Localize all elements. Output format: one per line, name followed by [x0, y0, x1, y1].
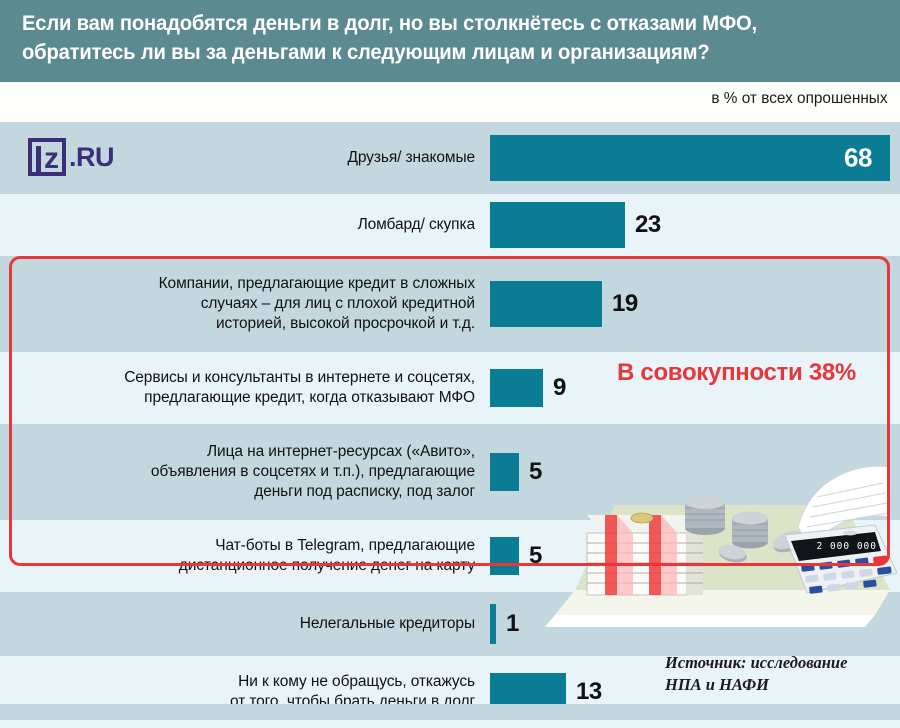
bar-value: 5 — [529, 458, 542, 485]
bar — [490, 202, 625, 248]
bar-value: 13 — [576, 678, 602, 705]
bar — [490, 369, 543, 407]
aggregate-annotation: В совокупности 38% — [617, 359, 856, 386]
subtitle-strip: в % от всех опрошенных — [0, 82, 900, 122]
money-calculator-illustration: 2 000 000 — [545, 465, 898, 627]
source-note: Источник: исследование НПА и НАФИ — [665, 653, 848, 694]
row-label: Нелегальные кредиторы — [299, 615, 475, 632]
chart-row: Ломбард/ скупка 23 — [0, 194, 900, 256]
row-label: Ломбард/ скупка — [357, 216, 476, 233]
page-title: Если вам понадобятся деньги в долг, но в… — [22, 11, 757, 64]
logo-text: .RU — [69, 141, 115, 172]
row-label: Друзья/ знакомые — [347, 149, 475, 166]
bar-value: 19 — [612, 290, 638, 317]
bar-value: 5 — [529, 542, 542, 569]
logo[interactable]: .RU — [28, 138, 115, 178]
bar — [490, 135, 890, 181]
row-label: Компании, предлагающие кредит в сложных … — [158, 275, 475, 332]
bar — [490, 453, 519, 491]
bar-value: 9 — [553, 374, 566, 401]
calculator-display-text: 2 000 000 — [817, 541, 877, 552]
footer-strip — [0, 704, 900, 720]
bar — [490, 281, 602, 327]
units-note: в % от всех опрошенных — [711, 90, 888, 107]
row-label: Лица на интернет-ресурсах («Авито», объя… — [150, 443, 475, 500]
bar-value: 68 — [844, 142, 872, 173]
bar — [490, 537, 519, 575]
row-label: Чат-боты в Telegram, предлагающие дистан… — [178, 537, 475, 574]
chart-row: Друзья/ знакомые 68 — [0, 122, 900, 194]
bar-value: 1 — [506, 610, 519, 637]
bar — [490, 604, 496, 644]
chart-row: Сервисы и консультанты в интернете и соц… — [0, 352, 900, 424]
iz-logo-icon — [28, 138, 66, 178]
chart-row: Компании, предлагающие кредит в сложных … — [0, 256, 900, 352]
row-label: Сервисы и консультанты в интернете и соц… — [124, 369, 475, 406]
header-banner: Если вам понадобятся деньги в долг, но в… — [0, 0, 900, 82]
bar-value: 23 — [635, 211, 661, 238]
chart-row: Лица на интернет-ресурсах («Авито», объя… — [0, 424, 900, 520]
